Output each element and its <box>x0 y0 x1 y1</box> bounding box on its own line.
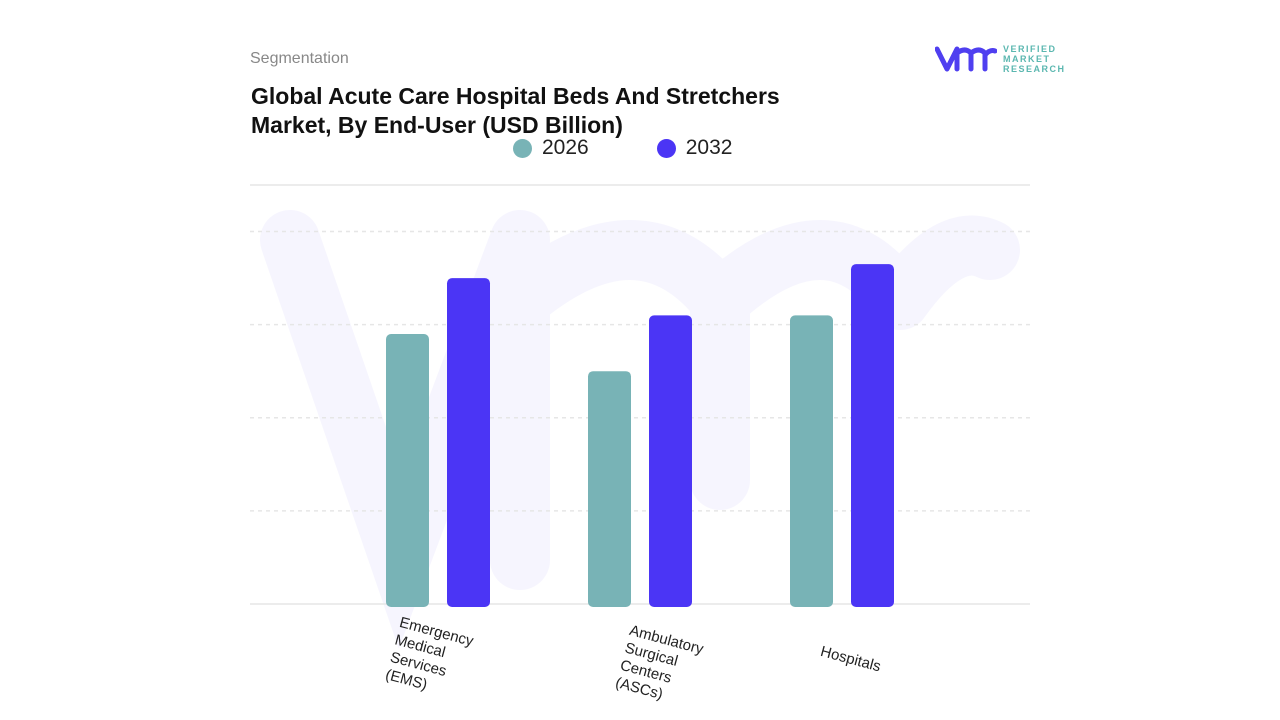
legend-swatch-2026 <box>513 138 532 158</box>
vmr-logo-mark-icon <box>935 46 997 72</box>
chart-title: Global Acute Care Hospital Beds And Stre… <box>251 82 851 140</box>
bar-2032-0 <box>447 278 490 607</box>
bar-2032-2 <box>851 264 894 607</box>
legend-label-2032: 2032 <box>685 136 733 159</box>
legend: 2026 2032 <box>513 136 732 160</box>
section-label: Segmentation <box>250 50 349 67</box>
legend-item-2032: 2032 <box>656 136 733 160</box>
legend-item-2026: 2026 <box>513 136 589 160</box>
legend-swatch-2032 <box>656 138 676 158</box>
logo-research: RESEARCH <box>1003 64 1066 74</box>
vmr-logo: VERIFIED MARKET RESEARCH <box>935 44 1066 74</box>
logo-market: MARKET <box>1003 54 1051 64</box>
bar-2032-1 <box>649 315 692 607</box>
title-line-1: Global Acute Care Hospital Beds And Stre… <box>251 83 780 109</box>
logo-verified: VERIFIED <box>1003 44 1057 54</box>
bar-2026-1 <box>588 371 631 607</box>
legend-label-2026: 2026 <box>542 136 589 159</box>
bar-2026-2 <box>790 315 833 607</box>
bar-2026-0 <box>386 333 429 607</box>
title-line-2: Market, By End-User (USD Billion) <box>251 112 623 138</box>
